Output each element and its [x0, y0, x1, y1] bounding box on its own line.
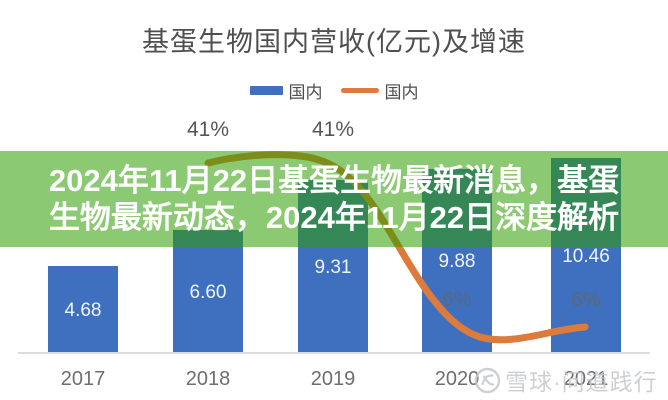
legend-label: 国内: [288, 82, 323, 102]
watermark-text: 雪球·问道践行: [505, 369, 658, 395]
x-axis-label-2018: 2018: [185, 368, 231, 390]
headline-overlay-banner: 2024年11月22日基蛋生物最新消息，基蛋 生物最新动态，2024年11月22…: [0, 151, 668, 247]
growth-label-2021: 6%: [571, 289, 601, 311]
chart-legend: 国内 国内: [0, 78, 668, 103]
x-axis-label-2017: 2017: [60, 368, 106, 390]
legend-item-bar: 国内: [249, 78, 323, 103]
growth-label-2019: 41%: [311, 118, 355, 141]
growth-label-2020: 6%: [442, 289, 472, 311]
bar-value-label: 9.31: [314, 256, 352, 278]
x-axis-label-2020: 2020: [434, 368, 480, 390]
bar-series-swatch-icon: [249, 85, 283, 95]
line-series-swatch-icon: [340, 87, 379, 93]
legend-label: 国内: [384, 82, 419, 102]
xueqiu-logo-icon: [474, 367, 501, 393]
x-axis-line: [18, 352, 650, 354]
x-axis-label-2021: 2021: [563, 368, 609, 390]
bar-2017: 4.68: [48, 266, 118, 353]
bar-2018: 6.60: [173, 230, 243, 353]
bar-value-label: 6.60: [189, 281, 227, 303]
bar-value-label: 10.46: [562, 245, 610, 267]
growth-label-2018: 41%: [186, 118, 230, 141]
headline-line-1: 2024年11月22日基蛋生物最新消息，基蛋: [48, 163, 620, 198]
legend-item-line: 国内: [340, 78, 419, 103]
headline-line-2: 生物最新动态，2024年11月22日深度解析: [48, 200, 620, 235]
bar-value-label: 4.68: [64, 299, 102, 321]
watermark: 雪球·问道践行: [474, 363, 658, 397]
bar-value-label: 9.88: [438, 251, 476, 272]
x-axis-label-2019: 2019: [310, 368, 356, 390]
chart-title: 基蛋生物国内营收(亿元)及增速: [142, 27, 526, 57]
